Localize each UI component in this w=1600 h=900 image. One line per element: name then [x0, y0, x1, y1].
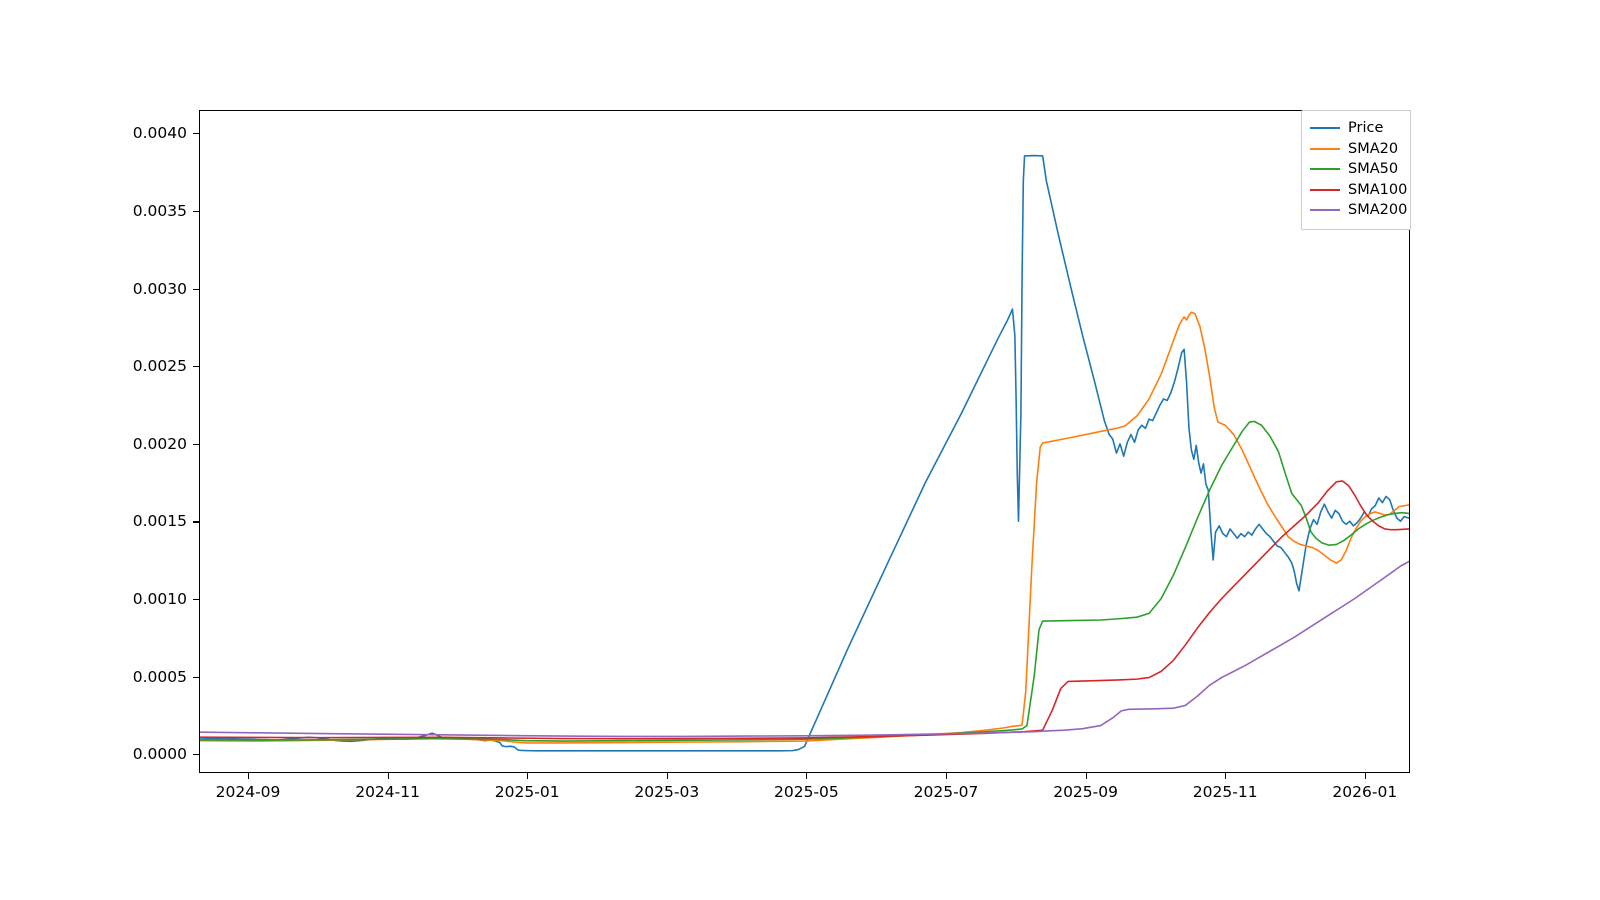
- legend-label: Price: [1348, 120, 1384, 136]
- legend-item-sma200[interactable]: SMA200: [1310, 200, 1407, 221]
- y-tick-mark: [193, 366, 199, 368]
- x-tick-label: 2025-03: [634, 783, 700, 801]
- legend-item-price[interactable]: Price: [1310, 118, 1402, 139]
- x-tick-label: 2025-05: [774, 783, 839, 801]
- legend-item-sma20[interactable]: SMA20: [1310, 139, 1402, 160]
- x-tick-label: 2024-09: [215, 783, 281, 801]
- x-tick-mark: [1364, 773, 1366, 779]
- series-line-sma50: [200, 421, 1409, 741]
- x-tick-label: 2025-01: [494, 783, 560, 801]
- legend-label: SMA100: [1348, 181, 1408, 198]
- legend-swatch-sma200: [1310, 209, 1340, 212]
- y-tick-label: 0.0000: [132, 745, 187, 764]
- x-tick-mark: [248, 773, 250, 779]
- legend-swatch-sma50: [1310, 168, 1340, 171]
- y-tick-mark: [193, 754, 199, 756]
- y-tick-label: 0.0040: [132, 124, 187, 143]
- chart-legend: Price SMA20 SMA50 SMA100 SMA200: [1301, 110, 1411, 230]
- y-tick-label: 0.0025: [132, 357, 187, 376]
- y-tick-mark: [193, 288, 199, 290]
- y-tick-mark: [193, 133, 199, 135]
- legend-swatch-sma20: [1310, 147, 1340, 150]
- legend-item-sma50[interactable]: SMA50: [1310, 159, 1402, 180]
- legend-item-sma100[interactable]: SMA100: [1310, 180, 1407, 201]
- y-tick-label: 0.0035: [132, 201, 187, 220]
- y-tick-mark: [193, 443, 199, 445]
- chart-svg: [200, 111, 1409, 772]
- x-tick-mark: [946, 773, 948, 779]
- y-tick-label: 0.0010: [132, 590, 187, 609]
- y-tick-mark: [193, 521, 199, 523]
- y-tick-label: 0.0005: [132, 667, 187, 686]
- x-tick-label: 2024-11: [355, 783, 420, 801]
- plot-area: [199, 110, 1410, 773]
- series-line-sma20: [200, 312, 1409, 743]
- x-tick-mark: [387, 773, 389, 779]
- x-tick-label: 2026-01: [1332, 783, 1398, 801]
- y-tick-label: 0.0015: [132, 512, 187, 531]
- legend-label: SMA50: [1348, 161, 1399, 177]
- x-tick-mark: [806, 773, 808, 779]
- legend-swatch-sma100: [1310, 188, 1340, 191]
- series-line-sma200: [200, 561, 1409, 736]
- legend-label: SMA200: [1348, 202, 1408, 218]
- series-line-price: [200, 156, 1409, 751]
- x-tick-mark: [1085, 773, 1087, 779]
- y-tick-mark: [193, 210, 199, 213]
- y-tick-label: 0.0020: [132, 434, 187, 453]
- x-tick-mark: [527, 773, 529, 779]
- x-tick-mark: [1225, 773, 1227, 779]
- x-tick-label: 2025-09: [1053, 783, 1118, 801]
- x-tick-label: 2025-07: [913, 783, 979, 801]
- y-tick-mark: [193, 599, 199, 601]
- series-line-sma100: [200, 481, 1409, 739]
- legend-swatch-price: [1310, 127, 1340, 130]
- y-tick-label: 0.0030: [132, 279, 187, 298]
- y-tick-mark: [193, 676, 199, 678]
- x-tick-mark: [666, 773, 668, 779]
- legend-label: SMA20: [1348, 140, 1399, 157]
- x-tick-label: 2025-11: [1192, 783, 1258, 801]
